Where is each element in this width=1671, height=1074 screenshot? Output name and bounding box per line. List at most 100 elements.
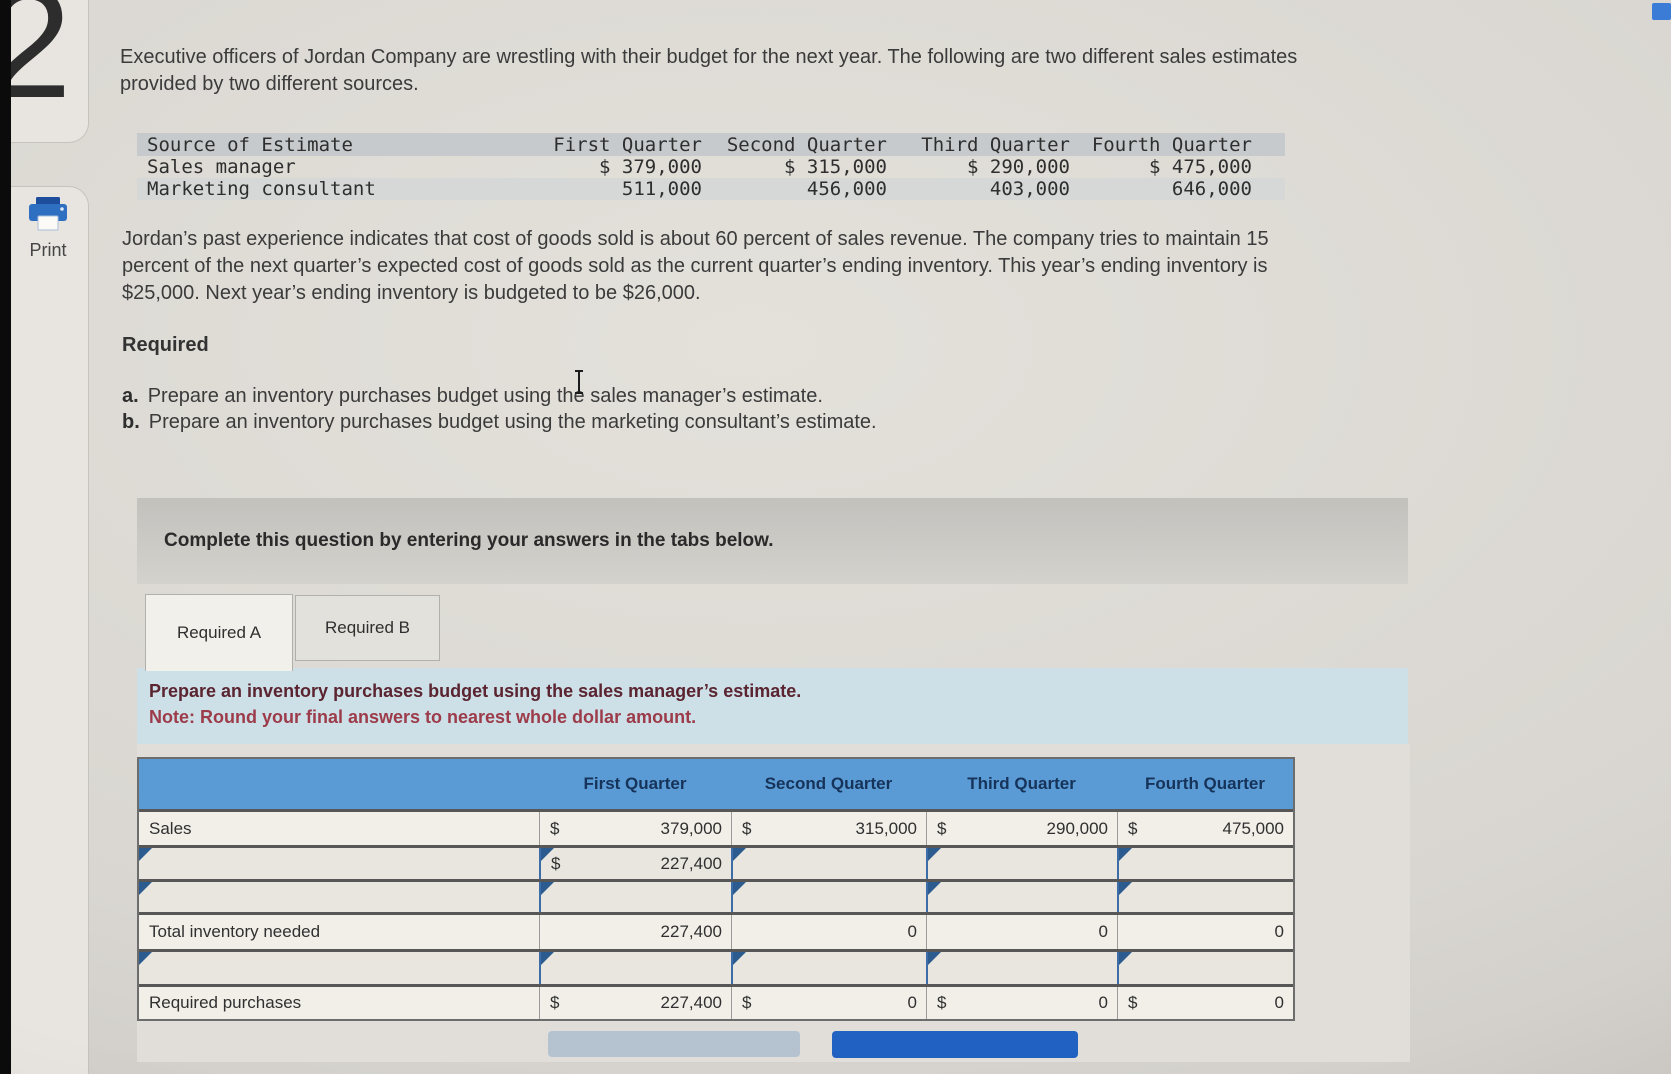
row-label-text: Required purchases <box>149 993 302 1012</box>
cell-value: 0 <box>907 993 917 1012</box>
currency-symbol: $ <box>742 993 752 1012</box>
input-marker-icon <box>1119 848 1132 861</box>
answer-cell[interactable] <box>539 952 731 984</box>
problem-intro: Executive officers of Jordan Company are… <box>120 44 1297 98</box>
estimates-cell: 646,000 <box>1171 178 1252 200</box>
answer-cell[interactable] <box>926 882 1117 912</box>
estimates-cell: $ 290,000 <box>967 156 1070 178</box>
answer-cell[interactable] <box>1117 882 1293 912</box>
print-button[interactable]: Print <box>15 195 81 261</box>
estimates-row: Marketing consultant 511,000 456,000 403,00… <box>137 178 1252 200</box>
answer-cell[interactable]: $227,400 <box>539 848 731 879</box>
answer-cell[interactable] <box>731 882 926 912</box>
budget-table: First Quarter Second Quarter Third Quarter… <box>137 757 1295 1021</box>
value-cell: $379,000 <box>539 812 731 845</box>
printer-icon <box>25 197 71 237</box>
budget-row <box>139 949 1293 984</box>
answer-label-cell[interactable] <box>139 848 539 879</box>
row-label: Sales <box>139 812 539 845</box>
tab-required-b[interactable]: Required B <box>295 595 440 661</box>
value-cell: $315,000 <box>731 812 926 845</box>
cell-value: 0 <box>907 922 917 941</box>
item-letter: b. <box>122 411 140 433</box>
input-marker-icon <box>733 882 746 895</box>
row-label-text: Sales <box>149 818 192 838</box>
input-marker-icon <box>139 848 152 861</box>
cell-value: 0 <box>1274 922 1284 941</box>
estimates-cell: Fourth Quarter <box>1091 133 1252 156</box>
print-label: Print <box>29 240 67 260</box>
estimates-cell: $ 379,000 <box>599 156 702 178</box>
answer-label-cell[interactable] <box>139 882 539 912</box>
value-cell: $0 <box>926 987 1117 1019</box>
input-marker-icon <box>541 952 554 965</box>
question-number-panel: 2 <box>11 0 89 143</box>
tab-label: Required B <box>324 618 411 637</box>
currency-symbol: $ <box>937 993 947 1012</box>
cell-value: 0 <box>1098 922 1108 941</box>
estimates-cell: Source of Estimate <box>147 133 353 156</box>
budget-header-row: First Quarter Second Quarter Third Quarter… <box>139 759 1293 809</box>
currency-symbol: $ <box>550 818 560 838</box>
input-marker-icon <box>139 882 152 895</box>
input-marker-icon <box>1119 882 1132 895</box>
row-label: Required purchases <box>139 987 539 1019</box>
instruction-note: Note: Round your final answers to neares… <box>149 707 697 727</box>
estimates-table: Source of Estimate First Quarter Second Qu… <box>137 133 1285 200</box>
input-marker-icon <box>928 952 941 965</box>
completion-banner: Complete this question by entering your … <box>137 498 1408 584</box>
row-label: Total inventory needed <box>139 915 539 949</box>
item-letter: a. <box>122 385 139 407</box>
input-marker-icon <box>733 952 746 965</box>
completion-banner-text: Complete this question by entering your … <box>164 530 774 551</box>
input-marker-icon <box>541 848 554 861</box>
answer-cell[interactable] <box>539 882 731 912</box>
budget-column-header: Second Quarter <box>764 774 893 793</box>
problem-details: Jordan’s past experience indicates that … <box>122 226 1269 307</box>
answer-cell[interactable] <box>1117 848 1293 879</box>
estimates-row: Sales manager $ 379,000 $ 315,000 $ 290,000… <box>137 156 1252 178</box>
currency-symbol: $ <box>1128 818 1138 838</box>
input-marker-icon <box>541 882 554 895</box>
budget-column-header: Third Quarter <box>967 774 1076 793</box>
budget-row: Total inventory needed 227,400 0 0 0 <box>139 912 1293 949</box>
scrollbar-fragment[interactable] <box>1652 3 1671 20</box>
next-page-button[interactable] <box>832 1031 1078 1058</box>
tab-instruction-panel: Prepare an inventory purchases budget us… <box>137 668 1408 744</box>
value-cell: 0 <box>1117 915 1293 949</box>
cell-value: 227,400 <box>660 922 722 941</box>
row-label-text: Total inventory needed <box>149 922 321 941</box>
estimates-cell: First Quarter <box>553 133 702 156</box>
answer-cell[interactable] <box>926 848 1117 879</box>
answer-cell[interactable] <box>731 952 926 984</box>
value-cell: $475,000 <box>1117 812 1293 845</box>
prev-page-button[interactable] <box>548 1031 800 1057</box>
answer-cell[interactable] <box>1117 952 1293 984</box>
input-marker-icon <box>1119 952 1132 965</box>
answer-cell[interactable] <box>731 848 926 879</box>
text-line: Jordan’s past experience indicates that … <box>122 228 1269 250</box>
estimates-cell: Marketing consultant <box>147 178 376 200</box>
input-marker-icon <box>928 848 941 861</box>
answer-label-cell[interactable] <box>139 952 539 984</box>
tab-required-a[interactable]: Required A <box>145 594 293 671</box>
screen-left-edge <box>0 0 11 1074</box>
budget-row: $227,400 <box>139 845 1293 879</box>
print-panel: Print <box>11 186 89 1074</box>
cell-value: 315,000 <box>855 818 917 838</box>
text-line: $25,000. Next year’s ending inventory is… <box>122 282 701 304</box>
answer-cell[interactable] <box>926 952 1117 984</box>
cell-value: 290,000 <box>1046 818 1108 838</box>
currency-symbol: $ <box>550 993 560 1012</box>
value-cell: 227,400 <box>539 915 731 949</box>
budget-column-header: Fourth Quarter <box>1145 774 1265 793</box>
currency-symbol: $ <box>1128 993 1138 1012</box>
currency-symbol: $ <box>937 818 947 838</box>
text-line: percent of the next quarter’s expected c… <box>122 255 1268 277</box>
value-cell: 0 <box>731 915 926 949</box>
cell-value: 227,400 <box>660 853 722 873</box>
question-number: 2 <box>11 0 72 122</box>
value-cell: 0 <box>926 915 1117 949</box>
cell-value: 379,000 <box>660 818 722 838</box>
